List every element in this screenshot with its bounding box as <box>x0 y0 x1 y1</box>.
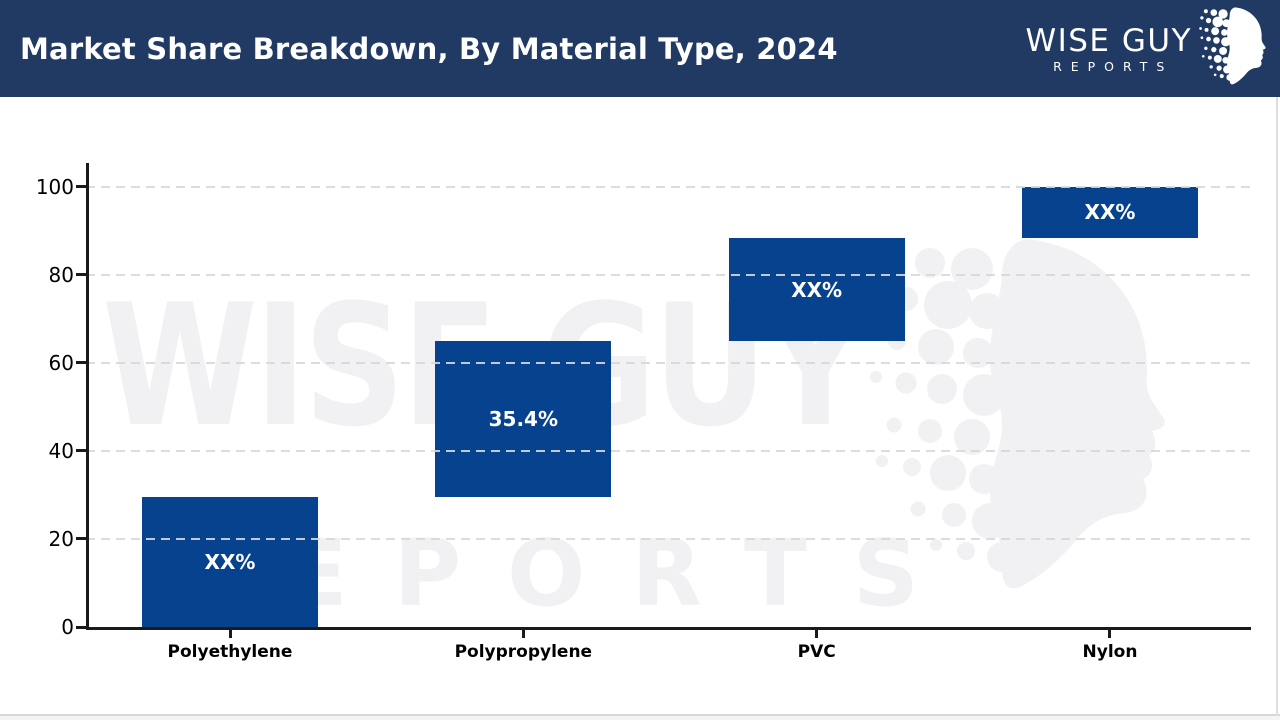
bar-value-label: XX% <box>791 277 843 302</box>
gridline-20 <box>86 537 1251 540</box>
bottom-divider <box>0 714 1280 716</box>
y-tick <box>76 361 86 365</box>
x-tick <box>521 629 525 638</box>
logo-face-icon <box>1196 6 1270 92</box>
bar-nylon <box>1021 186 1198 238</box>
logo-wordmark: WISE GUY <box>1025 22 1192 59</box>
y-tick <box>76 273 86 277</box>
bar-pvc <box>728 237 905 342</box>
gridline-60 <box>86 361 1251 364</box>
y-tick-label: 40 <box>48 438 74 463</box>
bar-value-label: XX% <box>1084 200 1136 225</box>
y-tick <box>76 449 86 453</box>
x-tick <box>1108 629 1112 638</box>
bar-polypropylene <box>435 341 612 498</box>
y-tick <box>76 537 86 541</box>
bar-value-label: XX% <box>204 550 256 575</box>
y-axis-line <box>86 163 89 630</box>
logo-subtext: REPORTS <box>1053 58 1174 74</box>
y-tick-label: 20 <box>48 526 74 551</box>
bar-value-label: 35.4% <box>488 407 559 432</box>
y-tick-label: 100 <box>35 174 74 199</box>
gridline-40 <box>86 449 1251 452</box>
y-tick-label: 80 <box>48 262 74 287</box>
y-tick-label: 0 <box>61 615 74 639</box>
x-axis-line <box>86 627 1251 630</box>
gridline-100 <box>86 185 1251 188</box>
y-tick <box>76 625 86 629</box>
y-tick <box>76 185 86 189</box>
page-title: Market Share Breakdown, By Material Type… <box>20 31 838 66</box>
y-tick-label: 60 <box>48 350 74 375</box>
x-tick <box>228 629 232 638</box>
x-category-label: Nylon <box>1082 642 1138 662</box>
x-category-label: Polypropylene <box>454 642 593 662</box>
gridline-80 <box>86 273 1251 276</box>
header: Market Share Breakdown, By Material Type… <box>0 0 1280 97</box>
bar-polyethylene <box>142 497 318 627</box>
right-divider <box>1276 97 1278 716</box>
x-category-label: PVC <box>797 642 836 662</box>
x-category-label: Polyethylene <box>167 642 293 662</box>
x-tick <box>815 629 819 638</box>
wise-guy-logo: WISE GUY REPORTS <box>1025 0 1270 97</box>
bottom-pad <box>0 716 1280 720</box>
